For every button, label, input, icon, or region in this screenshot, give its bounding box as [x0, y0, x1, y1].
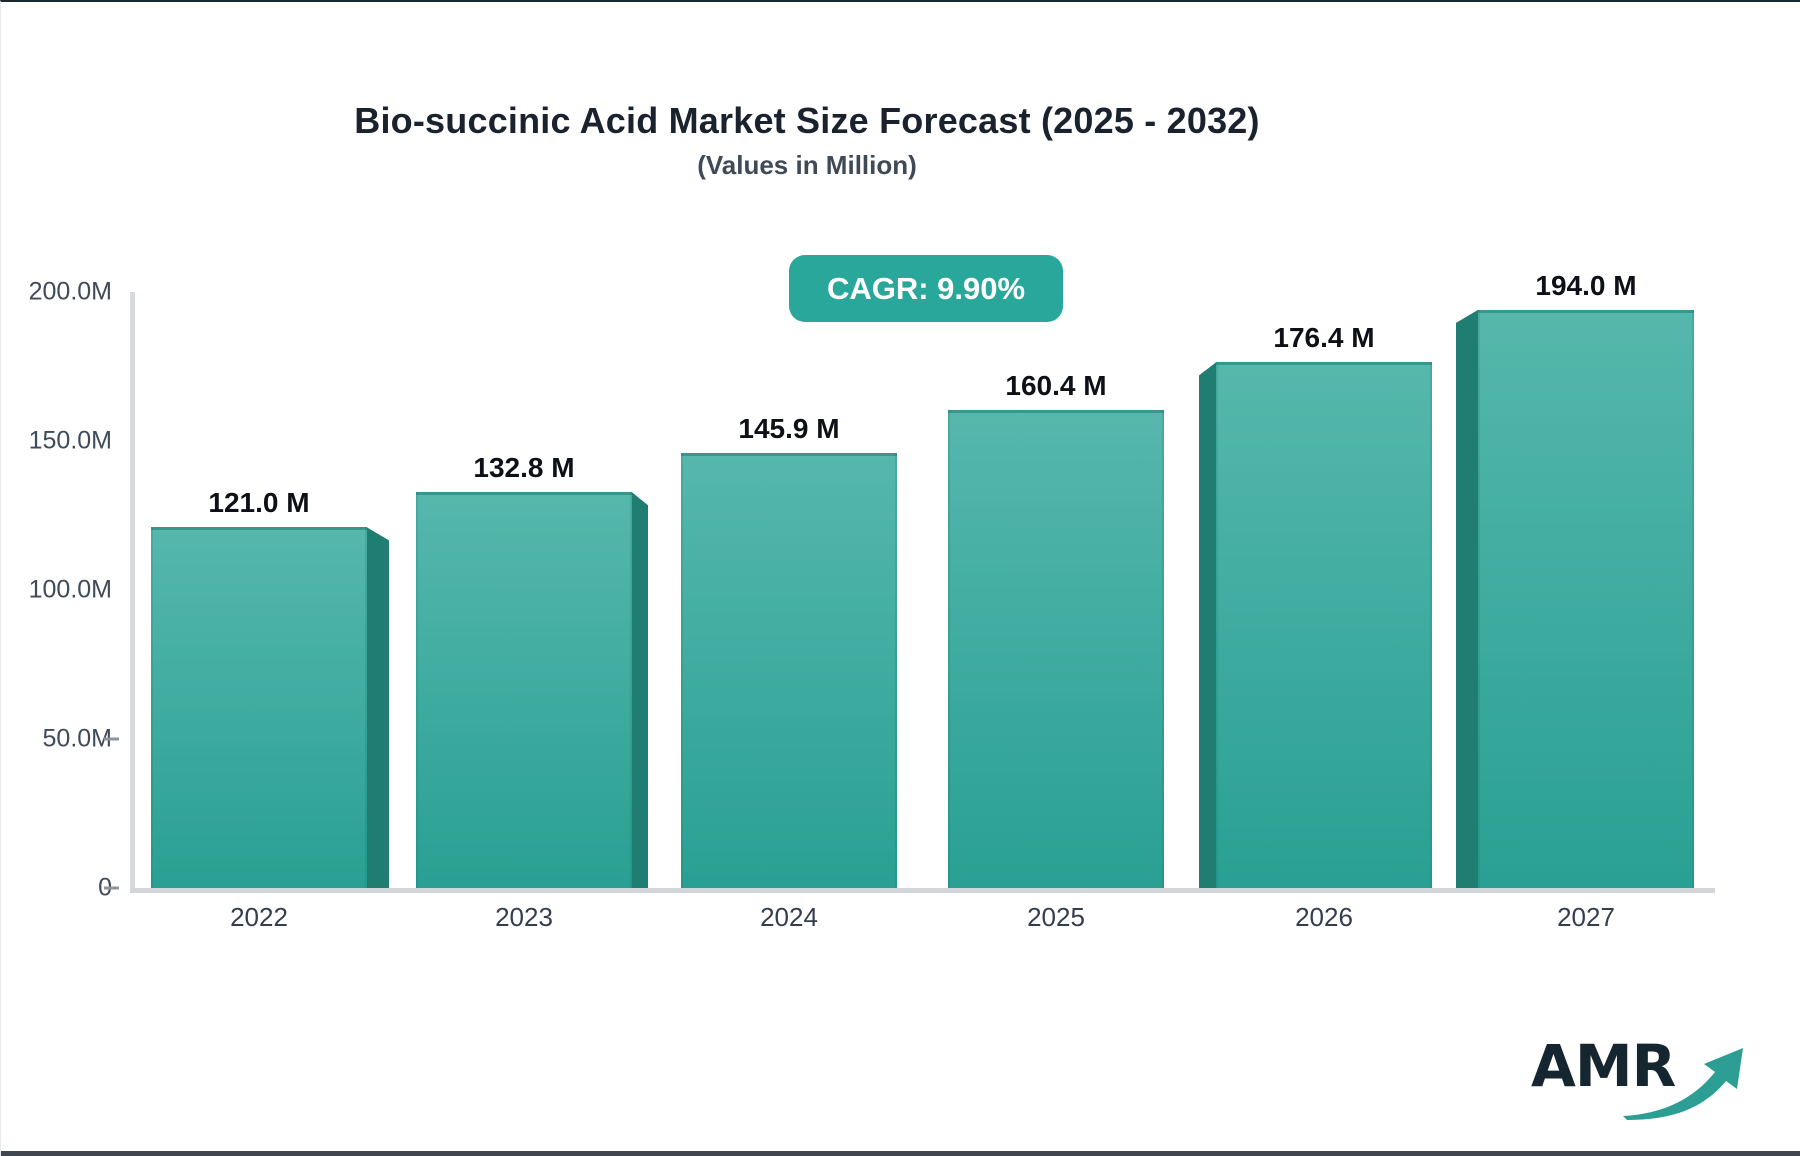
x-tick-label: 2026: [1295, 902, 1353, 932]
cagr-badge-label: CAGR: 9.90%: [826, 270, 1026, 306]
chart-title: Bio-succinic Acid Market Size Forecast (…: [354, 100, 1260, 141]
x-tick-label: 2023: [495, 902, 553, 932]
bottom-edge-strip: [1, 1151, 1800, 1156]
bar: [416, 492, 632, 888]
amr-logo-text: AMR: [1531, 1032, 1676, 1100]
y-tick-label: 50.0M: [42, 724, 112, 753]
x-tick-label: 2024: [760, 902, 818, 932]
bar-value-label: 132.8 M: [473, 452, 575, 484]
x-axis-line: [130, 888, 1715, 893]
bar: [681, 453, 897, 888]
bar-value-label: 145.9 M: [738, 413, 840, 445]
x-tick-label: 2027: [1557, 902, 1615, 932]
bar-value-label: 194.0 M: [1535, 269, 1637, 301]
y-tick-mark: [104, 737, 119, 741]
x-tick-label: 2025: [1027, 902, 1085, 932]
bar-3d-side: [1456, 309, 1478, 888]
bar: [151, 527, 367, 888]
bar-3d-side: [632, 492, 648, 888]
y-tick-label: 100.0M: [28, 575, 112, 604]
bar-value-label: 176.4 M: [1273, 322, 1375, 354]
y-tick-mark: [104, 886, 119, 890]
bar-3d-side: [367, 527, 389, 888]
chart-subtitle: (Values in Million): [697, 150, 917, 180]
y-tick-label: 200.0M: [28, 277, 112, 306]
bar: [1216, 362, 1432, 888]
y-axis-line: [130, 292, 135, 892]
bar-value-label: 160.4 M: [1005, 370, 1107, 401]
bar: [948, 410, 1164, 888]
cagr-badge: CAGR: 9.90%: [789, 255, 1063, 322]
amr-logo: AMR: [1531, 1032, 1761, 1122]
bar-value-label: 121.0 M: [208, 487, 310, 519]
y-tick-label: 150.0M: [28, 426, 112, 455]
bar-3d-side: [1199, 362, 1216, 888]
x-tick-label: 2022: [230, 902, 288, 932]
growth-arrow-icon: [1619, 1040, 1769, 1130]
bar: [1478, 309, 1694, 888]
